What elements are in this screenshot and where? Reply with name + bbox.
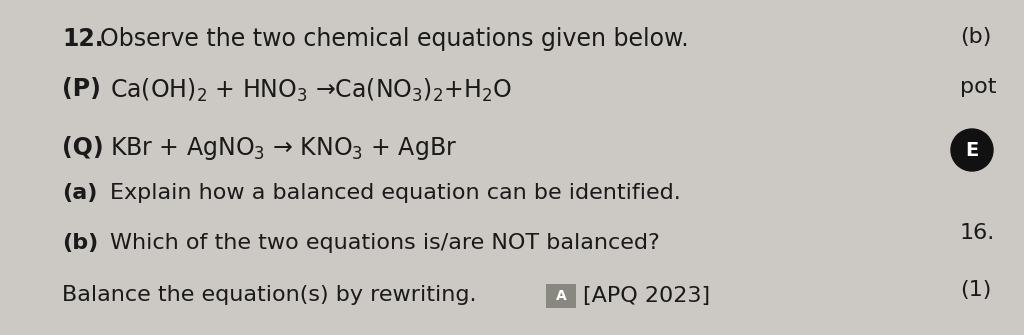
- Text: (1): (1): [961, 280, 991, 300]
- Text: (a): (a): [62, 183, 97, 203]
- Text: pot: pot: [961, 77, 996, 97]
- Text: KBr + AgNO$_3$ → KNO$_3$ + AgBr: KBr + AgNO$_3$ → KNO$_3$ + AgBr: [110, 135, 457, 162]
- Text: (b): (b): [961, 27, 991, 47]
- Text: E: E: [966, 140, 979, 159]
- Ellipse shape: [951, 129, 993, 171]
- Text: [APQ 2023]: [APQ 2023]: [583, 286, 710, 306]
- FancyBboxPatch shape: [546, 284, 575, 308]
- Text: Balance the equation(s) by rewriting.: Balance the equation(s) by rewriting.: [62, 285, 476, 305]
- Text: A: A: [556, 289, 566, 303]
- Text: Observe the two chemical equations given below.: Observe the two chemical equations given…: [100, 27, 688, 51]
- Text: (b): (b): [62, 233, 98, 253]
- Text: Which of the two equations is/are NOT balanced?: Which of the two equations is/are NOT ba…: [110, 233, 659, 253]
- Text: (Q): (Q): [62, 135, 103, 159]
- Text: (P): (P): [62, 77, 101, 101]
- Text: Explain how a balanced equation can be identified.: Explain how a balanced equation can be i…: [110, 183, 681, 203]
- Text: Ca(OH)$_2$ + HNO$_3$ →Ca(NO$_3$)$_2$+H$_2$O: Ca(OH)$_2$ + HNO$_3$ →Ca(NO$_3$)$_2$+H$_…: [110, 77, 512, 104]
- Text: 16.: 16.: [961, 223, 995, 243]
- Text: 12.: 12.: [62, 27, 103, 51]
